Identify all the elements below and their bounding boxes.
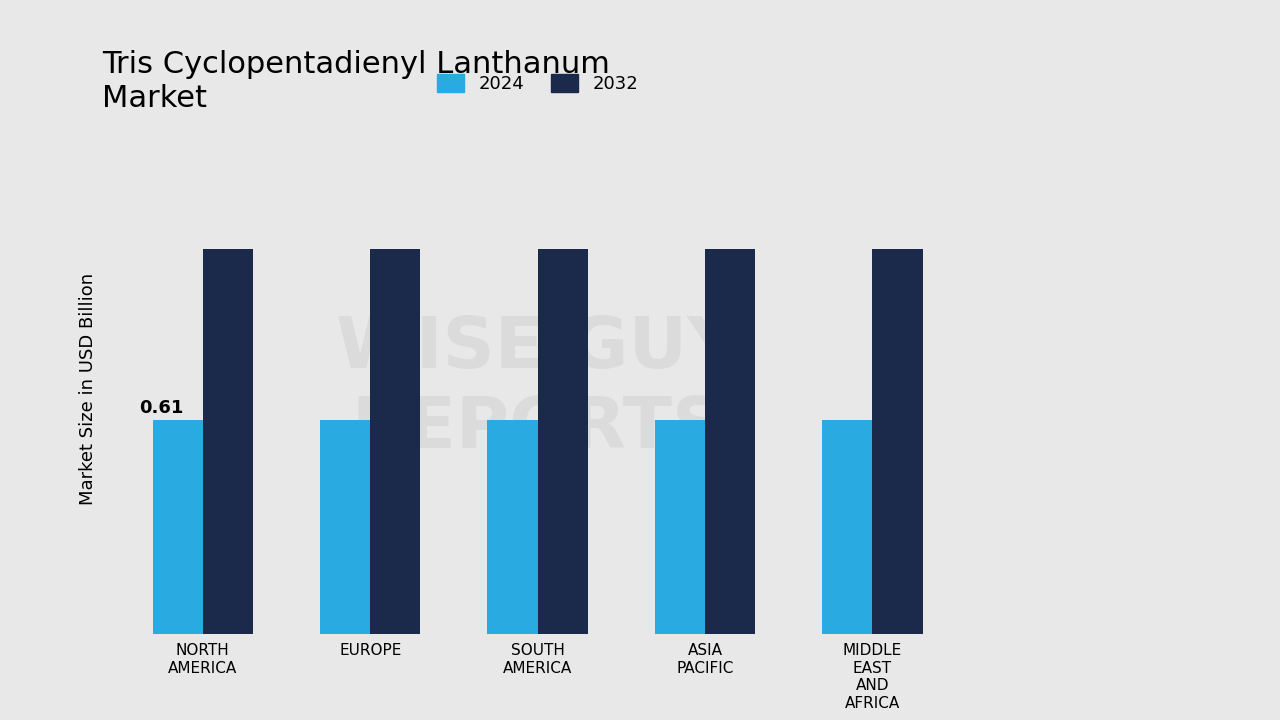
Bar — [202, 249, 253, 634]
Bar — [320, 420, 370, 634]
Bar — [822, 420, 873, 634]
Legend: 2024, 2032: 2024, 2032 — [428, 65, 648, 102]
Bar — [488, 420, 538, 634]
Y-axis label: Market Size in USD Billion: Market Size in USD Billion — [79, 273, 97, 505]
Bar — [370, 249, 420, 634]
Bar — [705, 249, 755, 634]
Bar — [152, 420, 202, 634]
Text: 0.61: 0.61 — [138, 400, 183, 418]
Bar — [538, 249, 588, 634]
Text: WISE GUY
REPORTS: WISE GUY REPORTS — [335, 315, 740, 463]
Bar — [873, 249, 923, 634]
Text: Tris Cyclopentadienyl Lanthanum
Market: Tris Cyclopentadienyl Lanthanum Market — [102, 50, 611, 113]
Bar — [655, 420, 705, 634]
